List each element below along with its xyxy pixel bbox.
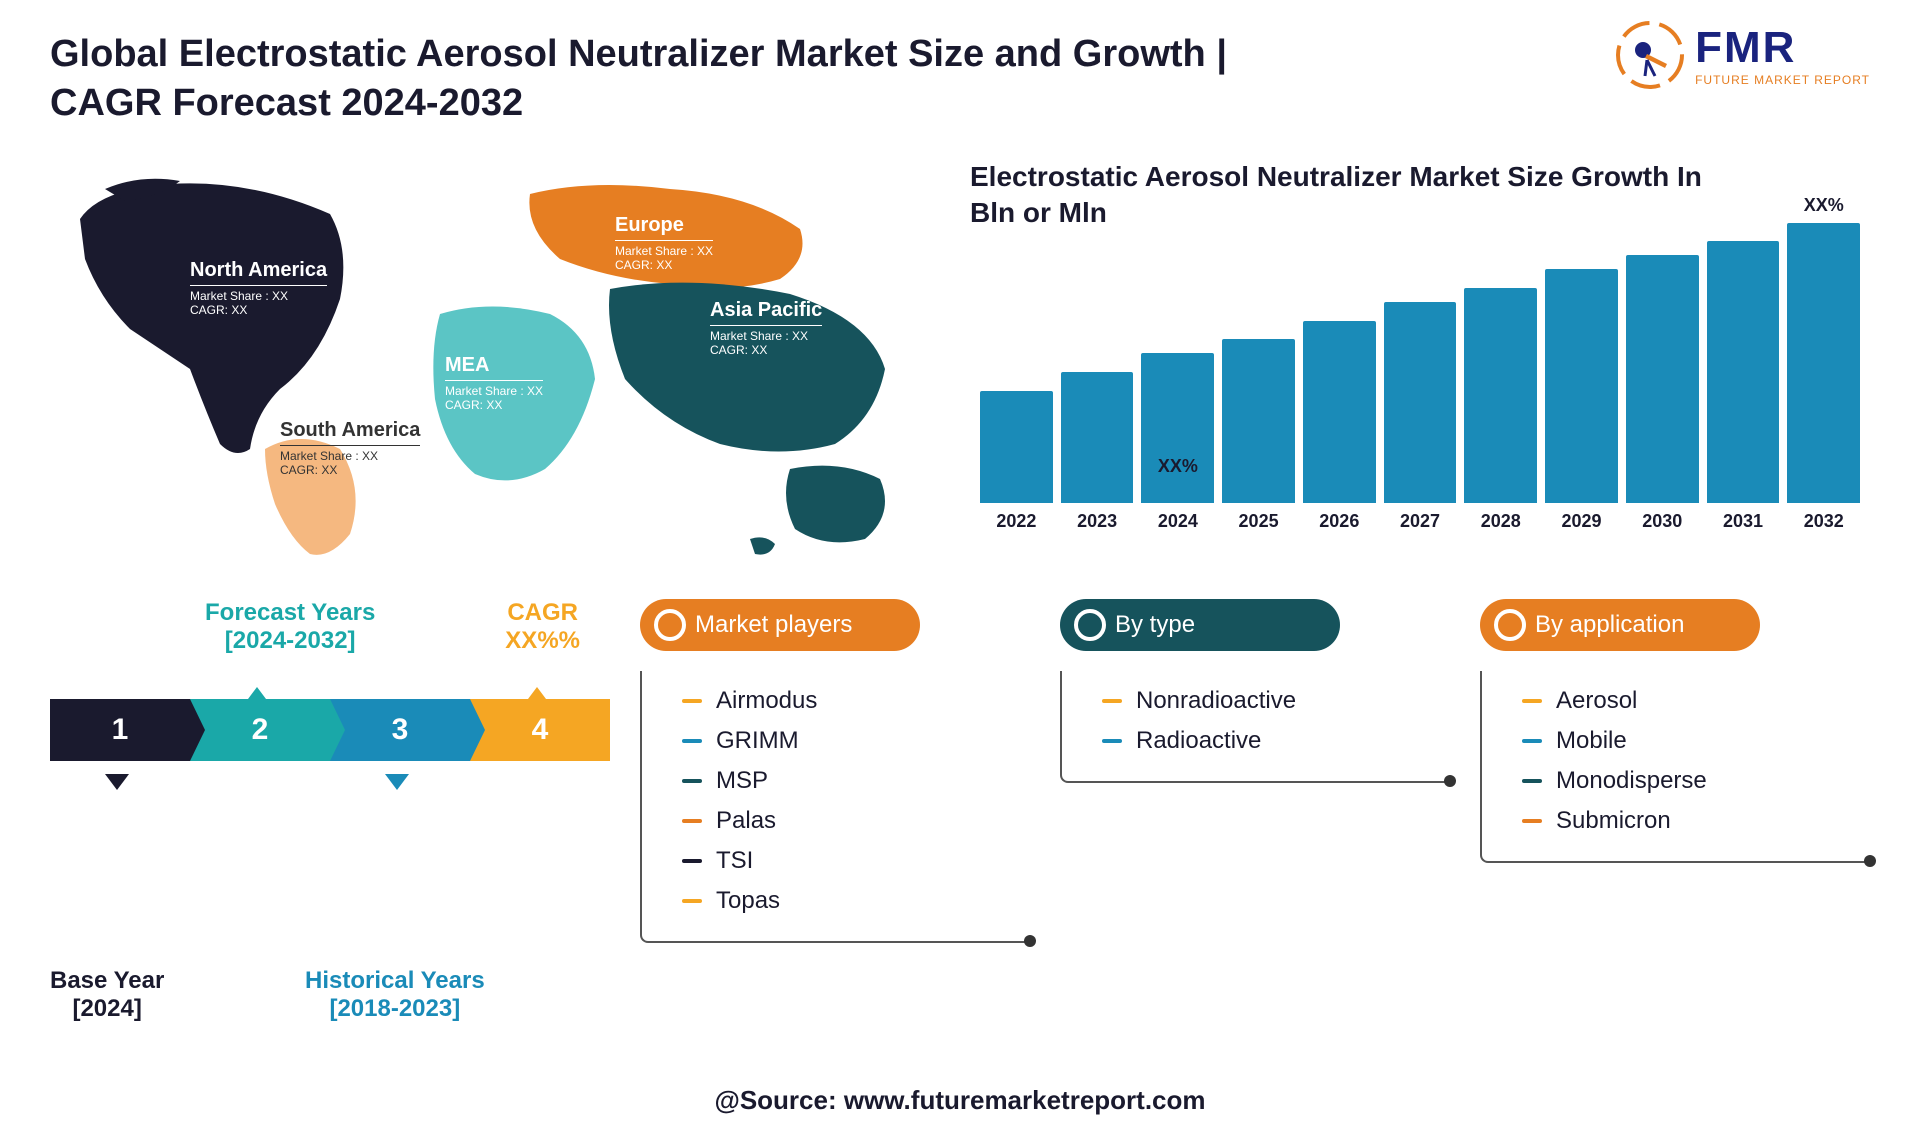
arrow-down-icon <box>105 774 129 790</box>
list-item: Airmodus <box>682 681 1000 721</box>
by-type-pill: By type <box>1060 599 1340 651</box>
region-label-ap: Asia PacificMarket Share : XXCAGR: XX <box>710 299 822 357</box>
region-label-na: North AmericaMarket Share : XXCAGR: XX <box>190 259 327 317</box>
arrow-down-icon <box>385 774 409 790</box>
bar-2025: 2025 <box>1222 339 1295 531</box>
list-item: TSI <box>682 841 1000 881</box>
bar-2031: 2031 <box>1707 241 1780 531</box>
bar-chart: 20222023XX%20242025202620272028202920302… <box>970 252 1870 532</box>
bar-2024: XX%2024 <box>1141 353 1214 531</box>
timeline-section: Forecast Years [2024-2032] CAGR XX%% 1 2… <box>50 599 610 943</box>
bar-2030: 2030 <box>1626 255 1699 531</box>
timeline-seg-1: 1 <box>50 699 190 761</box>
fmr-logo: FMR FUTURE MARKET REPORT <box>1615 20 1870 90</box>
list-item: MSP <box>682 761 1000 801</box>
tick-icon <box>1522 699 1542 703</box>
market-players-pill: Market players <box>640 599 920 651</box>
region-label-sa: South AmericaMarket Share : XXCAGR: XX <box>280 419 420 477</box>
telescope-icon <box>1615 20 1685 90</box>
logo-sub-text: FUTURE MARKET REPORT <box>1695 73 1870 87</box>
by-type-box: By type NonradioactiveRadioactive <box>1060 599 1450 943</box>
list-item: Submicron <box>1522 801 1840 841</box>
tick-icon <box>1522 739 1542 743</box>
tick-icon <box>1102 699 1122 703</box>
bar-2026: 2026 <box>1303 321 1376 532</box>
timeline-bar: 1 2 3 4 <box>50 699 610 761</box>
list-item: Monodisperse <box>1522 761 1840 801</box>
list-item: Aerosol <box>1522 681 1840 721</box>
tick-icon <box>682 779 702 783</box>
timeline-seg-2: 2 <box>190 699 330 761</box>
timeline-seg-3: 3 <box>330 699 470 761</box>
region-label-mea: MEAMarket Share : XXCAGR: XX <box>445 354 543 412</box>
list-item: Mobile <box>1522 721 1840 761</box>
base-year-label: Base Year [2024] <box>50 967 164 1023</box>
bar-2027: 2027 <box>1384 302 1457 532</box>
page-title: Global Electrostatic Aerosol Neutralizer… <box>50 30 1250 129</box>
list-item: GRIMM <box>682 721 1000 761</box>
by-application-box: By application AerosolMobileMonodisperse… <box>1480 599 1870 943</box>
tick-icon <box>682 699 702 703</box>
logo-main-text: FMR <box>1695 23 1870 73</box>
bar-2029: 2029 <box>1545 269 1618 531</box>
tick-icon <box>682 899 702 903</box>
bar-2028: 2028 <box>1464 288 1537 532</box>
tick-icon <box>1522 819 1542 823</box>
tick-icon <box>682 739 702 743</box>
list-item: Nonradioactive <box>1102 681 1420 721</box>
by-application-pill: By application <box>1480 599 1760 651</box>
chart-title: Electrostatic Aerosol Neutralizer Market… <box>970 159 1870 232</box>
source-attribution: @Source: www.futuremarketreport.com <box>714 1085 1205 1116</box>
timeline-seg-4: 4 <box>470 699 610 761</box>
world-map: North AmericaMarket Share : XXCAGR: XX So… <box>50 159 930 559</box>
bar-2032: XX%2032 <box>1787 223 1860 532</box>
list-item: Palas <box>682 801 1000 841</box>
list-item: Topas <box>682 881 1000 921</box>
bar-2022: 2022 <box>980 391 1053 532</box>
tick-icon <box>1522 779 1542 783</box>
region-label-eu: EuropeMarket Share : XXCAGR: XX <box>615 214 713 272</box>
market-players-box: Market players AirmodusGRIMMMSPPalasTSIT… <box>640 599 1030 943</box>
bar-2023: 2023 <box>1061 372 1134 532</box>
tick-icon <box>682 819 702 823</box>
tick-icon <box>1102 739 1122 743</box>
forecast-label: Forecast Years [2024-2032] <box>205 599 375 655</box>
list-item: Radioactive <box>1102 721 1420 761</box>
historical-label: Historical Years [2018-2023] <box>305 967 485 1023</box>
cagr-label: CAGR XX%% <box>505 599 580 655</box>
bar-chart-section: Electrostatic Aerosol Neutralizer Market… <box>970 159 1870 559</box>
tick-icon <box>682 859 702 863</box>
